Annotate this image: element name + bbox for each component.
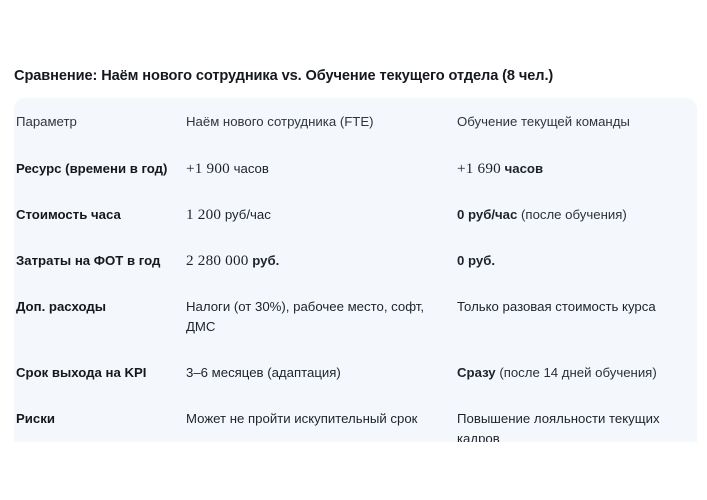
page-title: Сравнение: Наём нового сотрудника vs. Об…: [14, 68, 554, 84]
cell-training-kpi-time: Сразу (после 14 дней обучения): [457, 350, 697, 396]
cell-training-extra-costs: Только разовая стоимость курса: [457, 299, 656, 314]
cell-training-payroll: 0 руб.: [457, 238, 697, 284]
row-label-hourly-cost: Стоимость часа: [16, 207, 121, 222]
training-payroll-number: 0 руб.: [457, 253, 496, 268]
training-kpi-note: (после 14 дней обучения): [499, 365, 657, 380]
table-row: Доп. расходы Налоги (от 30%), рабочее ме…: [14, 284, 697, 350]
cell-hire-hourly-cost: 1 200 руб/час: [186, 192, 457, 238]
table-row: Риски Может не пройти искупительный срок…: [14, 396, 697, 442]
table-row: Ресурс (времени в год) +1 900 часов +1 6…: [14, 146, 697, 192]
row-label-risks: Риски: [16, 411, 55, 426]
header-parameter: Параметр: [16, 114, 77, 129]
cell-training-resource: +1 690 часов: [457, 146, 697, 192]
cell-hire-extra-costs: Налоги (от 30%), рабочее место, софт, ДМ…: [186, 299, 425, 334]
training-kpi-strong: Сразу: [457, 365, 496, 380]
cell-training-hourly-cost: 0 руб/час (после обучения): [457, 192, 697, 238]
hire-resource-number: +1 900: [186, 160, 230, 177]
hire-hourly-number: 1 200: [186, 206, 222, 223]
cell-hire-payroll: 2 280 000 руб.: [186, 238, 457, 284]
table-header-row: Параметр Наём нового сотрудника (FTE) Об…: [14, 98, 697, 146]
row-label-extra-costs: Доп. расходы: [16, 299, 106, 314]
hire-payroll-number: 2 280 000: [186, 252, 249, 269]
training-resource-number: +1 690: [457, 160, 501, 177]
header-training: Обучение текущей команды: [457, 114, 630, 129]
hire-resource-unit: часов: [233, 161, 269, 176]
cell-hire-risks: Может не пройти искупительный срок: [186, 411, 418, 426]
hire-hourly-unit: руб/час: [224, 207, 271, 222]
training-hourly-number: 0 руб/час: [457, 207, 518, 222]
cell-training-risks: Повышение лояльности текущих кадров: [457, 411, 660, 442]
cell-hire-kpi-time: 3–6 месяцев (адаптация): [186, 365, 341, 380]
table-row: Срок выхода на KPI 3–6 месяцев (адаптаци…: [14, 350, 697, 396]
comparison-table-panel: Параметр Наём нового сотрудника (FTE) Об…: [14, 98, 697, 442]
cell-hire-resource: +1 900 часов: [186, 146, 457, 192]
table-row: Стоимость часа 1 200 руб/час 0 руб/час (…: [14, 192, 697, 238]
training-resource-unit: часов: [504, 161, 544, 176]
row-label-payroll: Затраты на ФОТ в год: [16, 253, 161, 268]
row-label-resource: Ресурс (времени в год): [16, 161, 168, 176]
training-hourly-note: (после обучения): [521, 207, 627, 222]
row-label-kpi-time: Срок выхода на KPI: [16, 365, 147, 380]
table-header: Параметр Наём нового сотрудника (FTE) Об…: [14, 98, 697, 146]
comparison-table: Параметр Наём нового сотрудника (FTE) Об…: [14, 98, 697, 442]
header-hire: Наём нового сотрудника (FTE): [186, 114, 374, 129]
table-body: Ресурс (времени в год) +1 900 часов +1 6…: [14, 146, 697, 442]
table-row: Затраты на ФОТ в год 2 280 000 руб. 0 ру…: [14, 238, 697, 284]
hire-payroll-unit: руб.: [252, 253, 280, 268]
